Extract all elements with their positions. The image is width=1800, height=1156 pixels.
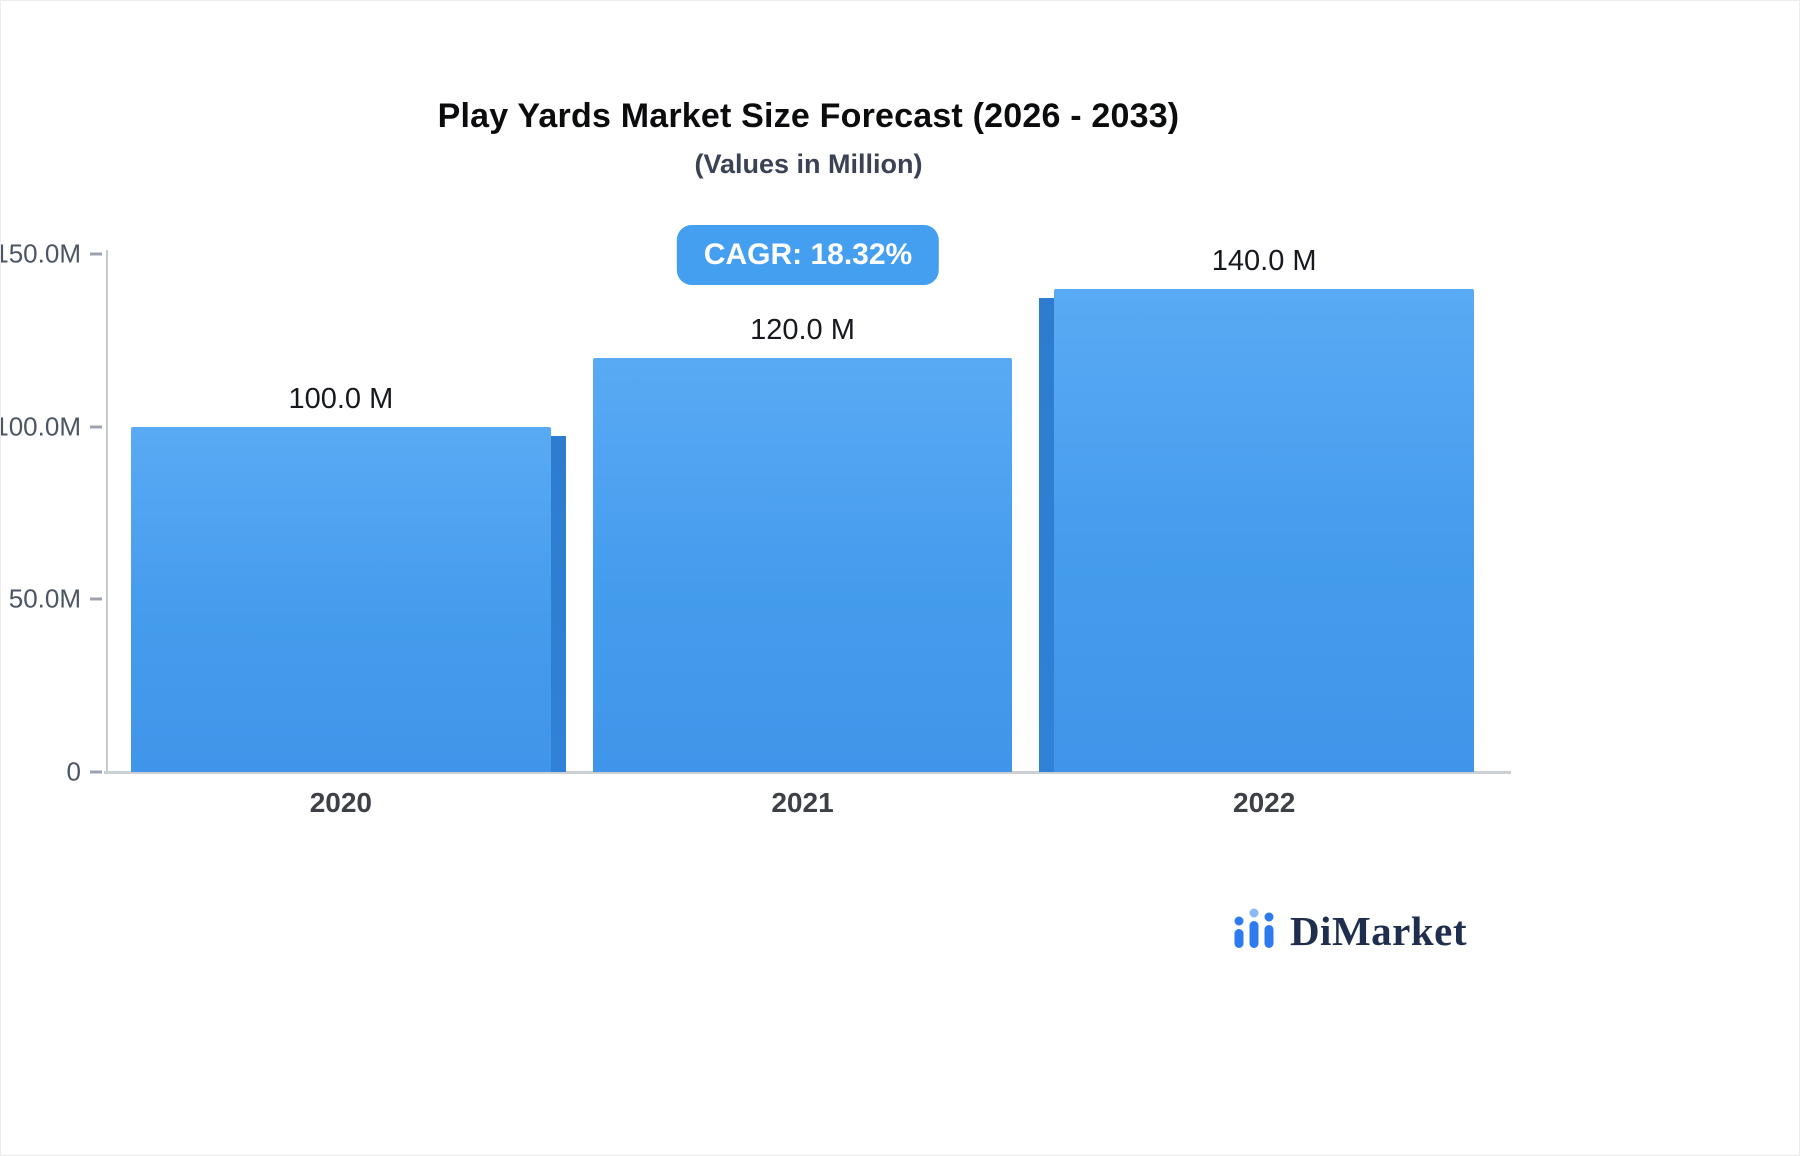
y-tick: 50.0M bbox=[9, 584, 102, 615]
bar-value-label: 140.0 M bbox=[1211, 244, 1317, 277]
y-tick-mark bbox=[90, 770, 102, 774]
bar-value-label: 100.0 M bbox=[288, 382, 394, 415]
cagr-badge: CAGR: 18.32% bbox=[676, 225, 940, 285]
mini-bar-chart-icon bbox=[1230, 904, 1278, 957]
x-labels-row: 2020 2021 2022 bbox=[106, 787, 1511, 819]
y-tick-label: 150.0M bbox=[0, 238, 81, 269]
plot-area: 100.0 M 120.0 M 140.0 M 2020 2021 2022 150.0… bbox=[1, 239, 1511, 818]
bars-row: 100.0 M 120.0 M 140.0 M bbox=[106, 245, 1511, 773]
y-axis-line bbox=[106, 250, 108, 772]
bar-group: 140.0 M bbox=[1039, 245, 1475, 773]
x-axis-line bbox=[104, 771, 1511, 774]
bar-2021[interactable]: 120.0 M bbox=[592, 314, 1013, 772]
bar-2020[interactable]: 100.0 M bbox=[131, 383, 566, 773]
chart-subtitle: (Values in Million) bbox=[694, 149, 923, 179]
x-axis-label: 2022 bbox=[1233, 787, 1296, 818]
y-tick: 100.0M bbox=[0, 411, 102, 442]
y-tick: 0 bbox=[67, 757, 102, 788]
y-tick-mark bbox=[90, 425, 102, 429]
y-tick-mark bbox=[90, 597, 102, 601]
brand-logo-text: DiMarket bbox=[1289, 907, 1467, 954]
y-tick-label: 50.0M bbox=[8, 583, 81, 614]
chart-title: Play Yards Market Size Forecast (2026 - … bbox=[437, 97, 1180, 135]
y-tick-label: 100.0M bbox=[0, 411, 81, 442]
y-tick-label: 0 bbox=[66, 756, 81, 787]
bar-group: 100.0 M bbox=[131, 254, 566, 773]
x-axis-label: 2021 bbox=[771, 787, 834, 818]
brand-logo[interactable]: DiMarket bbox=[1230, 904, 1467, 957]
y-tick: 150.0M bbox=[0, 238, 102, 270]
bar-value-label: 120.0 M bbox=[750, 313, 855, 346]
bar-group: 120.0 M bbox=[592, 254, 1013, 772]
y-tick-mark bbox=[90, 252, 102, 256]
bar-2022[interactable]: 140.0 M bbox=[1039, 245, 1475, 773]
x-axis-label: 2020 bbox=[309, 787, 372, 818]
